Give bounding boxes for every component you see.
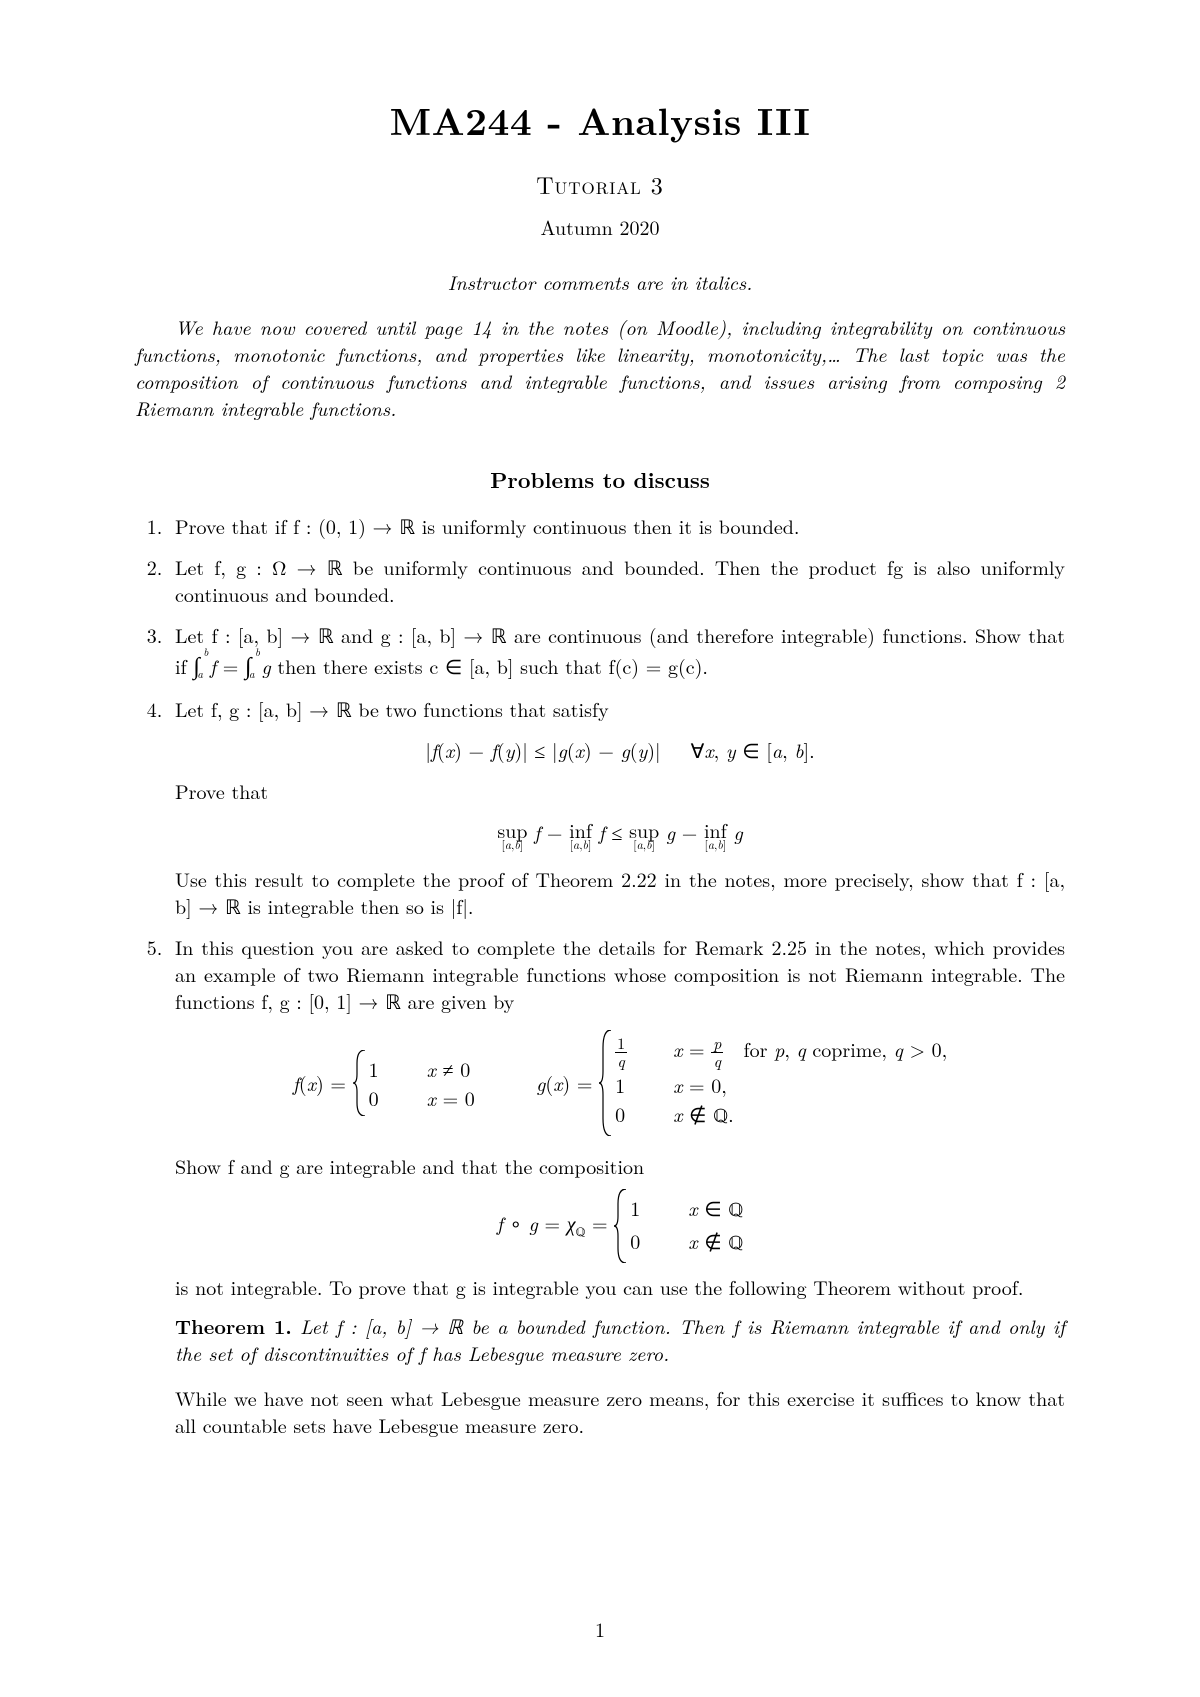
problem-2: Let f, g : Ω → ℝ be uniformly continuous… (169, 553, 1065, 607)
problem-5: In this question you are asked to comple… (169, 933, 1065, 1438)
g-cases: 1qx = pq for p, q coprime, q > 0, 1x = 0… (599, 1034, 947, 1132)
problem-5-show: Show f and g are integrable and that the… (175, 1152, 1065, 1179)
problem-5-fg-def: f(x) = 1x ≠ 0 0x = 0 g(x) = 1qx = pq for… (175, 1034, 1065, 1132)
theorem-1: Theorem 1. Let f : [a, b] → ℝ be a bound… (175, 1312, 1065, 1366)
problem-4: Let f, g : [a, b] → ℝ be two functions t… (169, 695, 1065, 919)
problem-5-intro: In this question you are asked to comple… (175, 932, 1065, 1015)
theorem-body: Let f : [a, b] → ℝ be a bounded function… (175, 1311, 1065, 1367)
problem-5-final: While we have not seen what Lebesgue mea… (175, 1384, 1065, 1438)
problem-3-text-b: then there exists c ∈ [a, b] such that f… (277, 651, 708, 680)
page-number: 1 (0, 1615, 1200, 1642)
doc-subtitle: Tutorial 3 (135, 168, 1065, 200)
problem-4-after: Use this result to complete the proof of… (175, 865, 1065, 919)
instructor-note: Instructor comments are in italics. (135, 268, 1065, 295)
section-heading: Problems to discuss (135, 465, 1065, 495)
problem-2-text: Let f, g : Ω → ℝ be uniformly continuous… (175, 552, 1065, 608)
problem-list: Prove that if f : (0, 1) → ℝ is uniforml… (135, 512, 1065, 1437)
page: MA244 - Analysis III Tutorial 3 Autumn 2… (0, 0, 1200, 1697)
doc-term: Autumn 2020 (135, 213, 1065, 240)
doc-title: MA244 - Analysis III (135, 95, 1065, 146)
problem-4-prove: Prove that (175, 777, 1065, 804)
problem-4-intro: Let f, g : [a, b] → ℝ be two functions t… (175, 694, 609, 723)
problem-5-chi-def: f ∘ g = χℚ = 1x ∈ ℚ 0x ∉ ℚ (175, 1193, 1065, 1259)
problem-5-after: is not integrable. To prove that g is in… (175, 1273, 1065, 1300)
problem-4-display-2: sup[a,b] f − inf[a,b] f ≤ sup[a,b] g − i… (175, 818, 1065, 851)
problem-1-text: Prove that if f : (0, 1) → ℝ is uniforml… (175, 511, 799, 540)
problem-1: Prove that if f : (0, 1) → ℝ is uniforml… (169, 512, 1065, 539)
problem-3: Let f : [a, b] → ℝ and g : [a, b] → ℝ ar… (169, 621, 1065, 680)
intro-paragraph: We have now covered until page 14 in the… (135, 313, 1065, 421)
chi-cases: 1x ∈ ℚ 0x ∉ ℚ (614, 1193, 743, 1259)
integral-f: ∫ba (193, 648, 200, 680)
integral-g: ∫ba (245, 648, 252, 680)
f-cases: 1x ≠ 0 0x = 0 (353, 1054, 475, 1112)
theorem-label: Theorem 1. (175, 1311, 292, 1340)
problem-4-display-1: |f(x) − f(y)| ≤ |g(x) − g(y)|∀x, y ∈ [a,… (175, 736, 1065, 763)
